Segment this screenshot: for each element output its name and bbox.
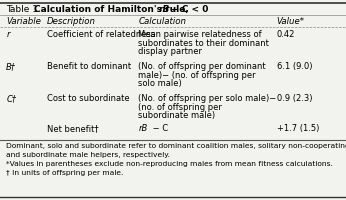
Text: display partner: display partner	[138, 47, 202, 56]
Text: and subordinate male helpers, respectively.: and subordinate male helpers, respective…	[6, 152, 170, 158]
Text: † In units of offspring per male.: † In units of offspring per male.	[6, 170, 124, 176]
Text: Net benefit†: Net benefit†	[47, 124, 98, 133]
Text: − C < 0: − C < 0	[168, 5, 209, 14]
Text: subordinate male): subordinate male)	[138, 111, 216, 120]
Text: Value*: Value*	[277, 17, 305, 26]
Text: Mean pairwise relatedness of: Mean pairwise relatedness of	[138, 30, 262, 39]
Text: B†: B†	[6, 62, 16, 71]
Text: − C: − C	[151, 124, 169, 133]
Text: 6.1 (9.0): 6.1 (9.0)	[277, 62, 312, 71]
Text: rB: rB	[158, 5, 170, 14]
Text: Calculation of Hamilton's rule,: Calculation of Hamilton's rule,	[34, 5, 192, 14]
Text: 0.9 (2.3): 0.9 (2.3)	[277, 94, 312, 103]
Text: r: r	[6, 30, 10, 39]
Text: rB: rB	[138, 124, 148, 133]
Text: male)− (no. of offspring per: male)− (no. of offspring per	[138, 71, 256, 79]
Text: Calculation: Calculation	[138, 17, 186, 26]
Text: Table 1: Table 1	[6, 5, 41, 14]
Text: 0.42: 0.42	[277, 30, 295, 39]
Text: Coefficient of relatedness: Coefficient of relatedness	[47, 30, 155, 39]
Text: Description: Description	[47, 17, 96, 26]
Text: (No. of offspring per dominant: (No. of offspring per dominant	[138, 62, 266, 71]
Text: +1.7 (1.5): +1.7 (1.5)	[277, 124, 319, 133]
Text: Cost to subordinate: Cost to subordinate	[47, 94, 129, 103]
Text: (No. of offspring per solo male)−: (No. of offspring per solo male)−	[138, 94, 277, 103]
Text: Variable: Variable	[6, 17, 41, 26]
Text: solo male): solo male)	[138, 79, 182, 88]
Text: Dominant, solo and subordinate refer to dominant coalition males, solitary non-c: Dominant, solo and subordinate refer to …	[6, 143, 346, 149]
Text: C†: C†	[6, 94, 16, 103]
Text: subordinates to their dominant: subordinates to their dominant	[138, 38, 269, 47]
Text: Benefit to dominant: Benefit to dominant	[47, 62, 131, 71]
Text: *Values in parentheses exclude non-reproducing males from mean fitness calculati: *Values in parentheses exclude non-repro…	[6, 161, 333, 167]
Text: (no. of offspring per: (no. of offspring per	[138, 102, 222, 112]
